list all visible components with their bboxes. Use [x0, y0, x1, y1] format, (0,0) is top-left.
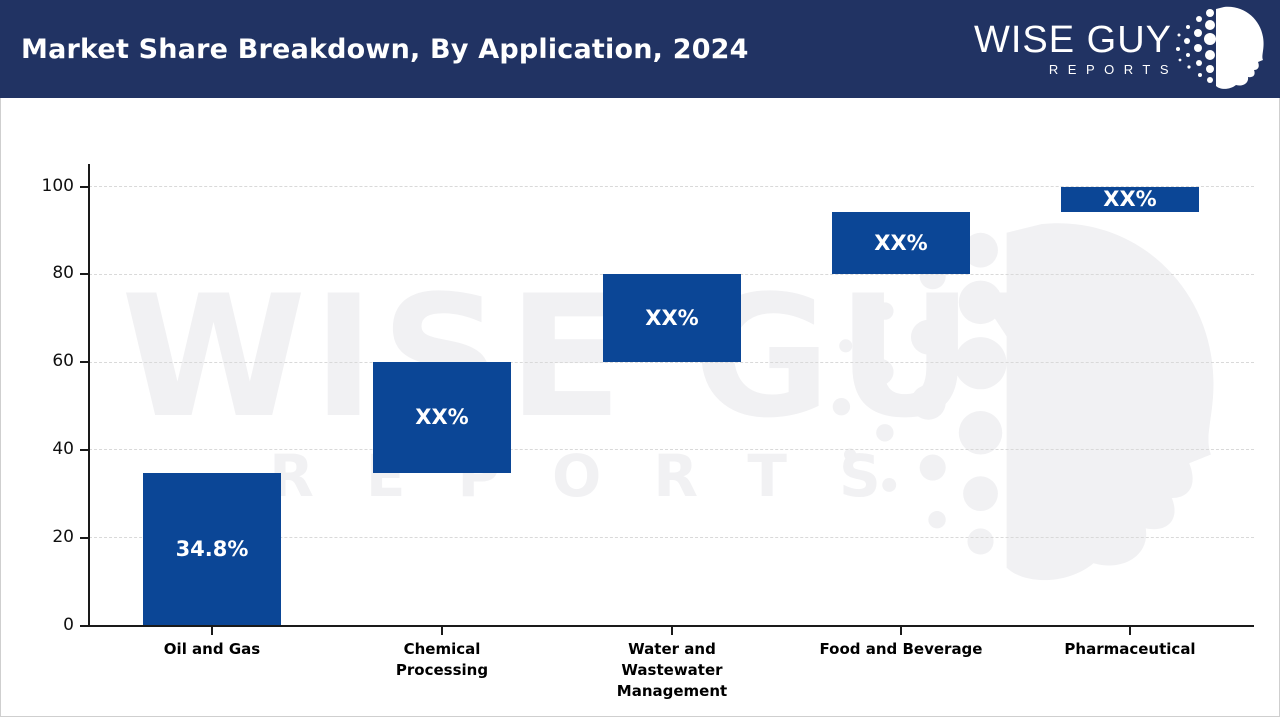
- bar-value-label-4: XX%: [1103, 187, 1157, 211]
- gridline-100: [89, 186, 1254, 187]
- y-tick-label-80: 80: [52, 263, 74, 284]
- bar-3: XX%: [832, 211, 970, 275]
- x-axis-line: [88, 625, 1254, 627]
- x-tick-label-3: Food and Beverage: [819, 640, 983, 658]
- y-tick-100: [80, 185, 88, 188]
- watermark-wordmark: WISE GUY: [121, 259, 1108, 455]
- y-tick-label-0: 0: [63, 614, 74, 635]
- x-tick-4: [1129, 627, 1131, 635]
- y-tick-label-60: 60: [52, 351, 74, 372]
- gridline-60: [89, 361, 1254, 363]
- x-tick-2: [671, 627, 673, 635]
- bar-4: XX%: [1061, 186, 1199, 212]
- wiseguy-logo-face-icon: [1174, 3, 1266, 95]
- x-tick-label-0: Oil and Gas: [163, 640, 261, 658]
- bar-value-label-0: 34.8%: [175, 537, 249, 562]
- gridline-40: [89, 449, 1254, 451]
- wiseguy-logo-text: WISE GUY REPORTS: [974, 21, 1172, 77]
- watermark: WISE GUY REPORTS: [121, 259, 1108, 505]
- x-tick-0: [211, 627, 213, 635]
- x-tick-label-1: Chemical Processing: [395, 640, 489, 679]
- x-tick-label-2: Water and Wastewater Management: [616, 640, 728, 700]
- y-tick-80: [80, 273, 88, 276]
- bar-0: 34.8%: [143, 472, 281, 626]
- logo-subtitle: REPORTS: [1048, 62, 1178, 77]
- header-bar: Market Share Breakdown, By Application, …: [0, 0, 1280, 98]
- y-tick-label-100: 100: [41, 175, 74, 196]
- bar-value-label-3: XX%: [874, 230, 928, 255]
- page-title: Market Share Breakdown, By Application, …: [21, 33, 749, 65]
- y-tick-20: [80, 536, 88, 539]
- bar-value-label-1: XX%: [415, 405, 469, 430]
- x-tick-label-4: Pharmaceutical: [1064, 640, 1196, 658]
- wiseguy-logo: WISE GUY REPORTS: [974, 3, 1280, 95]
- x-tick-3: [900, 627, 902, 635]
- y-tick-label-40: 40: [52, 438, 74, 459]
- bar-value-label-2: XX%: [645, 306, 699, 331]
- bar-1: XX%: [373, 362, 511, 473]
- y-tick-40: [80, 448, 88, 451]
- y-axis-line: [88, 164, 90, 627]
- y-tick-label-20: 20: [52, 526, 74, 547]
- y-tick-0: [80, 624, 88, 627]
- chart-canvas: WISE GUY REPORTS 0 20 40 60 80 100 Oil and Gas…: [0, 98, 1280, 717]
- y-tick-60: [80, 361, 88, 364]
- bar-2: XX%: [603, 274, 741, 363]
- gridline-20: [89, 537, 1254, 539]
- x-tick-1: [441, 627, 443, 635]
- logo-wordmark: WISE GUY: [973, 19, 1172, 61]
